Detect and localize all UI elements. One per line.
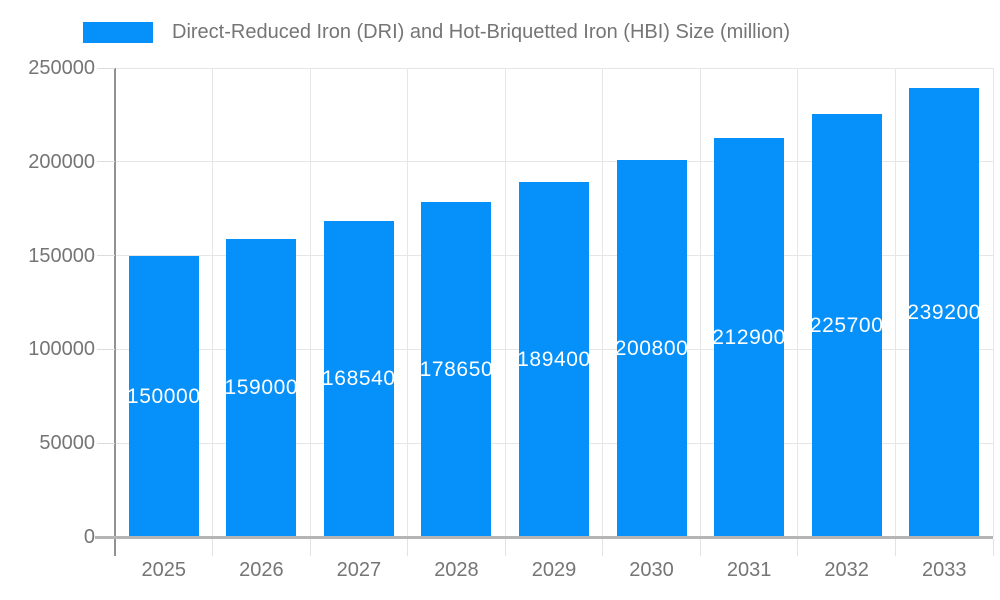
x-tick-mark [797,539,799,556]
bar-value-label: 189400 [519,347,589,371]
y-tick-mark [97,442,115,444]
bar-2026[interactable]: 159000 [226,239,297,537]
x-axis-tick-label: 2026 [239,559,284,581]
plot-area: 150000 159000 168540 178650 189400 200800 2129… [115,67,994,537]
bar-value-label: 225700 [811,313,882,337]
legend-swatch [83,22,153,43]
bar-value-label: 200800 [616,336,687,360]
y-axis-tick-label: 50000 [39,432,95,455]
h-gridline [115,161,993,163]
h-gridline [115,67,993,69]
x-axis-tick-label: 2028 [434,559,479,581]
y-tick-mark [97,348,115,350]
x-axis-tick-label: 2031 [726,559,772,581]
x-axis-tick-label: 2033 [921,559,967,581]
x-axis-tick-label: 2025 [141,559,187,581]
bar-2025[interactable]: 150000 [128,256,199,537]
bar-value-label: 159000 [226,376,297,399]
bar-value-label: 150000 [128,384,199,408]
x-axis-tick-label: 2032 [824,559,869,581]
v-gridline [894,68,896,537]
x-axis-tick-label: 2027 [336,559,382,581]
v-gridline [504,68,506,537]
bar-2032[interactable]: 225700 [811,114,882,537]
v-gridline [212,68,214,537]
x-tick-mark [699,539,701,556]
x-tick-mark [992,539,994,556]
v-gridline [407,68,409,537]
y-axis-tick-label: 0 [83,526,95,548]
bar-2030[interactable]: 200800 [616,160,687,537]
y-axis-tick-label: 250000 [28,57,95,79]
x-tick-mark [602,539,604,556]
v-gridline [699,68,701,537]
v-gridline [309,68,311,537]
y-tick-mark [97,161,115,163]
y-axis-tick-label: 100000 [28,338,95,361]
bar-value-label: 239200 [909,300,980,324]
v-gridline [797,68,799,537]
y-tick-mark [97,255,115,257]
x-axis-tick-label: 2030 [629,559,674,581]
bar-2029[interactable]: 189400 [519,182,589,537]
x-tick-mark [504,539,506,556]
bar-value-label: 178650 [421,357,492,381]
x-tick-mark [894,539,896,556]
x-tick-mark [212,539,214,556]
bar-2031[interactable]: 212900 [714,138,785,537]
bar-2033[interactable]: 239200 [909,88,980,537]
v-gridline [602,68,604,537]
bar-2028[interactable]: 178650 [421,202,492,537]
v-gridline [992,68,994,537]
bar-value-label: 168540 [323,367,394,390]
x-tick-mark [309,539,311,556]
y-axis-line [114,68,116,556]
legend-label: Direct-Reduced Iron (DRI) and Hot-Brique… [172,21,790,43]
legend: Direct-Reduced Iron (DRI) and Hot-Brique… [83,21,790,44]
y-axis-tick-label: 200000 [28,150,95,173]
x-tick-mark [407,539,409,556]
bar-value-label: 212900 [714,325,785,349]
y-tick-mark [97,67,115,69]
x-axis-tick-label: 2029 [531,559,577,581]
bar-2027[interactable]: 168540 [323,221,394,537]
y-axis-tick-label: 150000 [28,244,95,267]
x-axis-line [95,536,993,539]
